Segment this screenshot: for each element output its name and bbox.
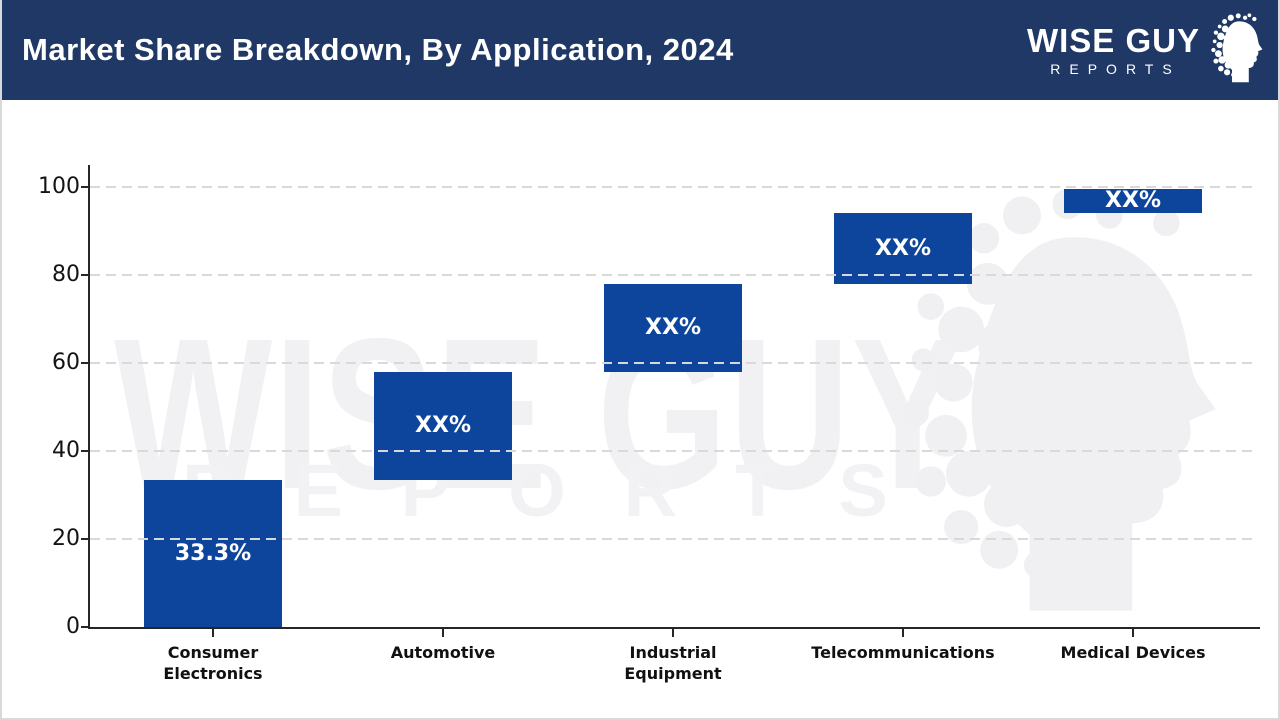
bar-segment-industrial-equipment: XX% bbox=[604, 283, 742, 372]
bar-segment-medical-devices: XX% bbox=[1064, 188, 1202, 214]
bar-segment-consumer-electronics: 33.3% bbox=[144, 480, 282, 627]
brand-name: WISE GUY bbox=[1026, 22, 1200, 59]
bar-value-label: XX% bbox=[645, 314, 701, 340]
gridline-40 bbox=[90, 450, 1258, 452]
x-tick-mark-1 bbox=[442, 629, 444, 637]
x-tick-mark-3 bbox=[902, 629, 904, 637]
x-axis-label-automotive: Automotive bbox=[390, 643, 496, 662]
y-tick-mark-100 bbox=[81, 186, 89, 188]
gridline-60 bbox=[90, 362, 1258, 364]
header-bar: Market Share Breakdown, By Application, … bbox=[2, 0, 1278, 100]
x-axis-label-telecommunications: Telecommunications bbox=[811, 643, 995, 662]
y-tick-label-0: 0 bbox=[66, 614, 80, 639]
brand-logo: WISE GUY REPORTS bbox=[1027, 0, 1268, 100]
brand-logo-text: WISE GUY REPORTS bbox=[1027, 24, 1200, 76]
x-axis-label-medical-devices: Medical Devices bbox=[1060, 643, 1206, 662]
bar-segment-telecommunications: XX% bbox=[834, 213, 972, 284]
bar-segment-automotive: XX% bbox=[374, 371, 512, 481]
y-tick-label-20: 20 bbox=[52, 526, 80, 551]
waterfall-chart: WISE GUY REPORTS 0 20 40 60 80 100 33.3% Consum… bbox=[2, 100, 1278, 716]
brand-subname: REPORTS bbox=[1050, 61, 1181, 77]
y-tick-mark-60 bbox=[81, 362, 89, 364]
bar-value-label: XX% bbox=[1105, 188, 1161, 214]
y-tick-label-40: 40 bbox=[52, 438, 80, 463]
y-tick-mark-0 bbox=[81, 626, 89, 628]
y-tick-mark-20 bbox=[81, 538, 89, 540]
x-tick-mark-4 bbox=[1132, 629, 1134, 637]
x-tick-mark-2 bbox=[672, 629, 674, 637]
y-tick-label-60: 60 bbox=[52, 350, 80, 375]
gridline-80 bbox=[90, 274, 1258, 276]
bar-value-label: XX% bbox=[875, 235, 931, 261]
y-tick-label-80: 80 bbox=[52, 262, 80, 287]
bar-value-label: XX% bbox=[415, 413, 471, 439]
x-axis-line bbox=[88, 627, 1260, 629]
y-axis-line bbox=[88, 165, 90, 629]
bar-value-label: 33.3% bbox=[174, 540, 252, 566]
x-tick-mark-0 bbox=[212, 629, 214, 637]
y-tick-label-100: 100 bbox=[38, 174, 80, 199]
y-tick-mark-40 bbox=[81, 450, 89, 452]
x-axis-label-consumer-electronics: Consumer Electronics bbox=[163, 643, 263, 683]
dotted-face-profile-icon bbox=[1211, 13, 1263, 83]
watermark-text-2: REPORTS bbox=[182, 449, 946, 532]
y-tick-mark-80 bbox=[81, 274, 89, 276]
page-title: Market Share Breakdown, By Application, … bbox=[22, 32, 734, 67]
x-axis-label-industrial-equipment: Industrial Equipment bbox=[624, 643, 722, 683]
gridline-20 bbox=[90, 538, 1258, 540]
gridline-100 bbox=[90, 186, 1258, 188]
